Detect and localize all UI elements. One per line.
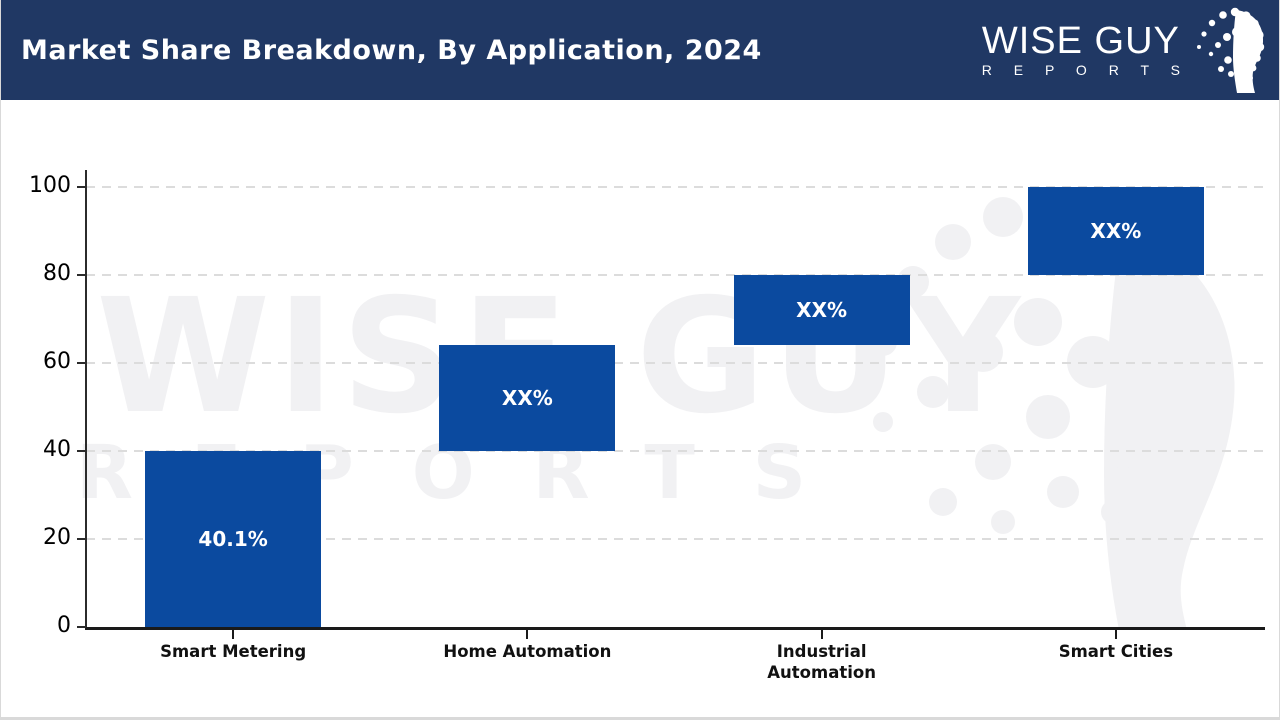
dotted-head-icon (1197, 7, 1265, 93)
bar-value-label: XX% (1090, 219, 1142, 243)
x-tick-mark (1114, 630, 1117, 639)
logo-wordmark: WISE GUY (981, 20, 1180, 62)
chart-canvas: WISE GUY REPORTS 0 20 40 60 80 100 40.1% Smart … (1, 100, 1279, 717)
x-tick-mark (232, 630, 235, 639)
bar-value-label: XX% (501, 385, 553, 410)
y-tick-label: 100 (29, 173, 71, 198)
bar-value-label: 40.1% (198, 526, 268, 551)
y-tick-label: 40 (43, 437, 71, 462)
logo-subtitle: R E P O R T S (981, 62, 1189, 78)
x-category-label: Smart Metering (160, 642, 307, 661)
y-tick-label: 80 (43, 261, 71, 286)
x-tick-mark (526, 630, 529, 639)
bar-smart-cities: XX% (1027, 187, 1204, 275)
bar-industrial-automation: XX% (733, 275, 910, 346)
gridline-40 (86, 450, 1263, 452)
header: Market Share Breakdown, By Application, … (1, 0, 1279, 100)
y-tick-mark (77, 626, 86, 628)
page-title: Market Share Breakdown, By Application, … (21, 34, 762, 66)
gridline-20 (86, 538, 1263, 540)
x-tick-mark (820, 630, 823, 639)
y-tick-mark (77, 274, 86, 276)
gridline-80 (86, 274, 1263, 276)
bar-smart-metering: 40.1% (145, 450, 322, 627)
x-category-label: Home Automation (443, 642, 612, 661)
logo-text: WISE GUY R E P O R T S (973, 22, 1189, 78)
y-tick-mark (77, 186, 86, 188)
y-tick-label: 0 (57, 613, 71, 638)
x-category-label: Industrial Automation (767, 642, 876, 682)
x-category-label: Smart Cities (1058, 642, 1174, 661)
bar-value-label: XX% (796, 298, 848, 323)
x-axis-line (85, 627, 1265, 630)
y-axis-line (85, 170, 87, 629)
bar-home-automation: XX% (439, 345, 616, 451)
y-tick-label: 60 (43, 349, 71, 374)
y-tick-mark (77, 538, 86, 540)
gridline-100 (86, 186, 1263, 188)
y-tick-label: 20 (43, 525, 71, 550)
gridline-60 (86, 362, 1263, 364)
y-tick-mark (77, 450, 86, 452)
brand-logo: WISE GUY R E P O R T S (973, 7, 1267, 93)
y-tick-mark (77, 362, 86, 364)
